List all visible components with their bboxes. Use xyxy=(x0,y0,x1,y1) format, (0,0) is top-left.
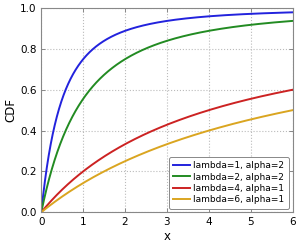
lambda=1, alpha=2 xyxy=(52,126,56,129)
lambda=6, alpha=1 xyxy=(283,110,287,113)
Y-axis label: CDF: CDF xyxy=(4,98,17,122)
lambda=2, alpha=2 xyxy=(155,43,159,46)
lambda=2, alpha=2 xyxy=(291,20,294,22)
lambda=6, alpha=1 xyxy=(52,201,56,204)
lambda=2, alpha=2 xyxy=(52,160,56,163)
Line: lambda=1, alpha=2: lambda=1, alpha=2 xyxy=(41,12,292,212)
lambda=6, alpha=1 xyxy=(291,109,294,112)
lambda=1, alpha=2 xyxy=(283,11,287,14)
lambda=4, alpha=1 xyxy=(40,211,43,214)
lambda=4, alpha=1 xyxy=(155,127,159,130)
lambda=2, alpha=2 xyxy=(40,211,43,214)
lambda=2, alpha=2 xyxy=(162,41,165,43)
lambda=1, alpha=2 xyxy=(291,11,294,14)
X-axis label: x: x xyxy=(164,230,170,243)
lambda=4, alpha=1 xyxy=(237,100,241,103)
lambda=1, alpha=2 xyxy=(237,13,241,16)
lambda=6, alpha=1 xyxy=(162,144,165,147)
lambda=6, alpha=1 xyxy=(40,211,43,214)
Line: lambda=4, alpha=1: lambda=4, alpha=1 xyxy=(41,90,292,212)
Legend: lambda=1, alpha=2, lambda=2, alpha=2, lambda=4, alpha=1, lambda=6, alpha=1: lambda=1, alpha=2, lambda=2, alpha=2, la… xyxy=(169,157,289,208)
lambda=6, alpha=1 xyxy=(155,146,159,149)
lambda=6, alpha=1 xyxy=(284,110,287,113)
lambda=1, alpha=2 xyxy=(162,20,165,23)
lambda=1, alpha=2 xyxy=(284,11,287,14)
lambda=4, alpha=1 xyxy=(291,88,294,91)
lambda=1, alpha=2 xyxy=(40,211,43,214)
lambda=2, alpha=2 xyxy=(283,20,287,23)
lambda=4, alpha=1 xyxy=(284,90,287,93)
Line: lambda=2, alpha=2: lambda=2, alpha=2 xyxy=(41,21,292,212)
lambda=4, alpha=1 xyxy=(162,125,165,128)
lambda=4, alpha=1 xyxy=(283,90,287,93)
Line: lambda=6, alpha=1: lambda=6, alpha=1 xyxy=(41,110,292,212)
lambda=1, alpha=2 xyxy=(155,21,159,24)
lambda=2, alpha=2 xyxy=(284,20,287,23)
lambda=2, alpha=2 xyxy=(237,25,241,28)
lambda=4, alpha=1 xyxy=(52,196,56,199)
lambda=6, alpha=1 xyxy=(237,121,241,124)
